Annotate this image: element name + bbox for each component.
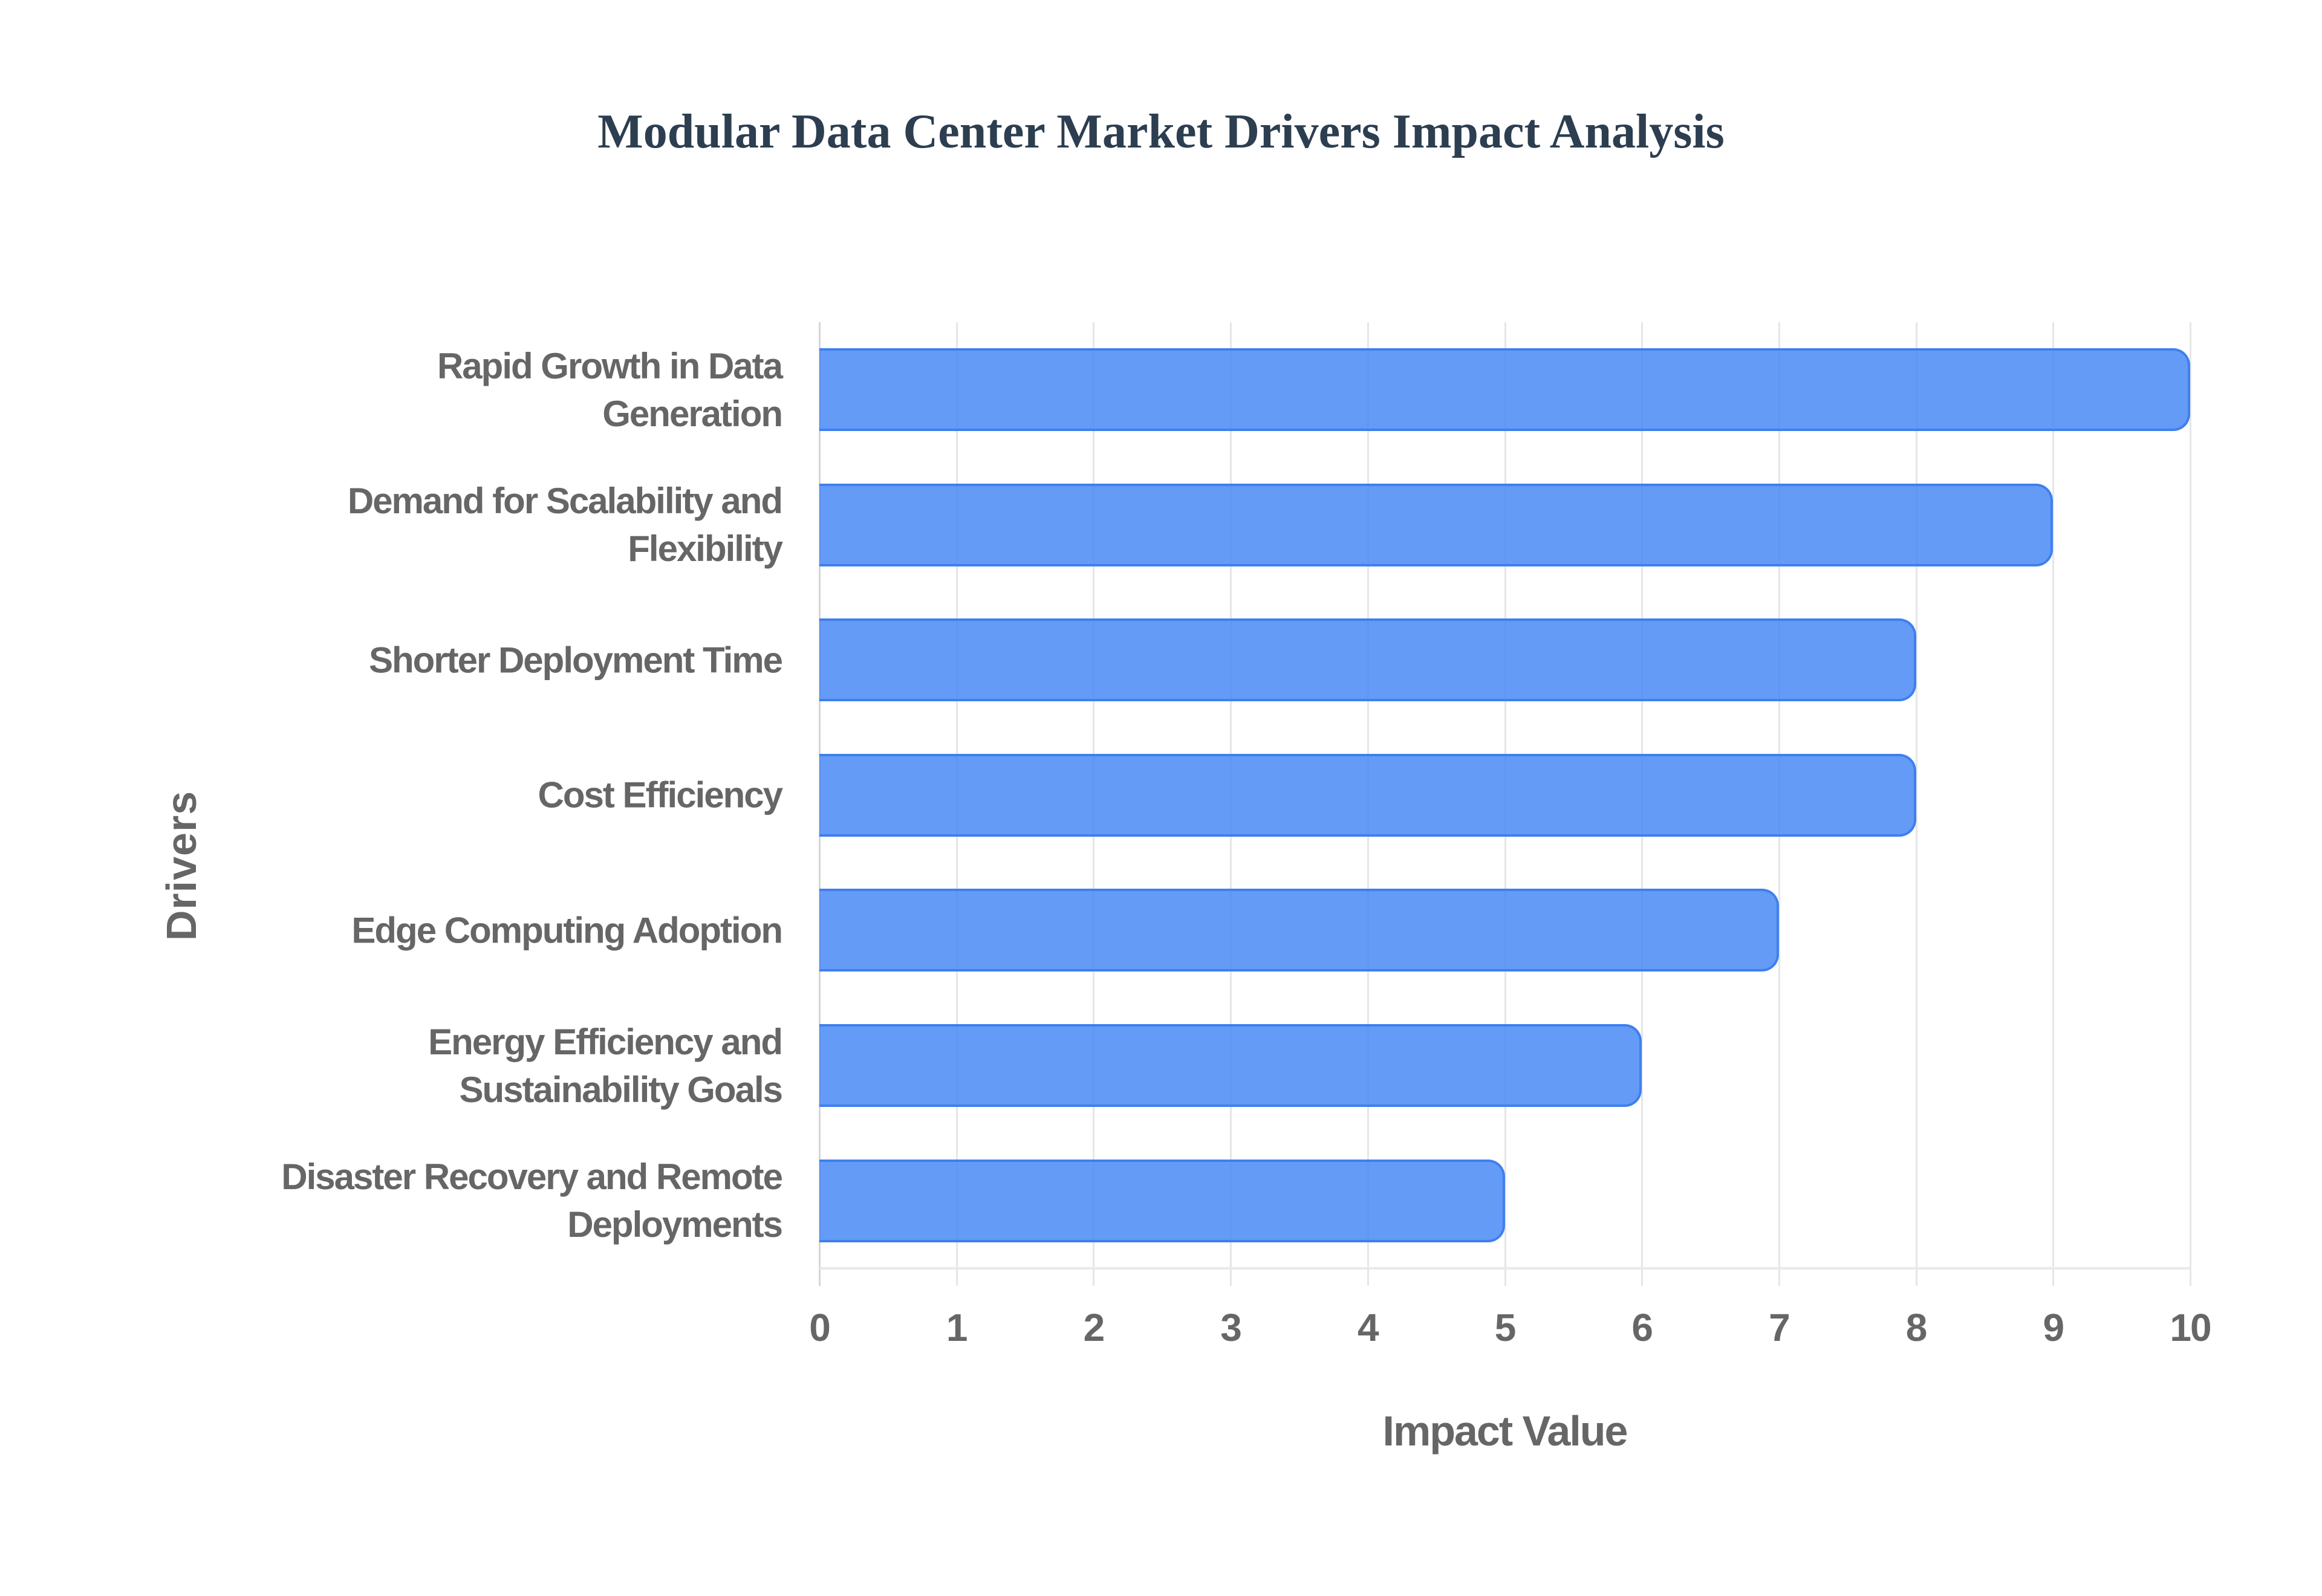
y-category-label: Shorter Deployment Time <box>117 636 783 684</box>
gridline <box>2052 322 2055 1286</box>
bar[interactable] <box>819 348 2190 431</box>
y-category-label: Energy Efficiency and Sustainability Goal… <box>117 1018 784 1114</box>
x-tick-label: 9 <box>2043 1306 2065 1349</box>
x-tick-label: 10 <box>2170 1306 2211 1349</box>
bar[interactable] <box>819 483 2054 566</box>
gridline <box>2190 322 2191 1286</box>
y-category-label-line: Disaster Recovery and Remote <box>281 1156 783 1198</box>
y-category-label-line: Edge Computing Adoption <box>351 910 783 951</box>
x-tick-label: 8 <box>1905 1306 1928 1349</box>
x-tick-label: 7 <box>1769 1306 1790 1349</box>
y-category-label-line: Flexibility <box>628 528 783 569</box>
bar[interactable] <box>819 753 1916 837</box>
bar[interactable] <box>819 889 1779 972</box>
x-tick-label: 0 <box>809 1306 831 1349</box>
x-tick-label: 1 <box>946 1306 968 1349</box>
x-tick-label: 4 <box>1358 1306 1379 1349</box>
gridline <box>1915 322 1917 1286</box>
y-category-label: Cost Efficiency <box>117 771 783 819</box>
bar[interactable] <box>819 1159 1505 1242</box>
x-tick-label: 3 <box>1220 1306 1242 1349</box>
y-category-label-line: Rapid Growth in Data <box>437 345 783 386</box>
y-axis-title: Drivers <box>158 790 205 941</box>
bar[interactable] <box>819 1024 1642 1107</box>
y-category-label-line: Sustainability Goals <box>459 1069 784 1110</box>
y-category-label-line: Cost Efficiency <box>538 774 783 816</box>
x-tick-label: 2 <box>1083 1306 1105 1349</box>
x-axis-line <box>819 1267 2190 1270</box>
bar[interactable] <box>819 618 1916 702</box>
y-category-label-line: Demand for Scalability and <box>347 481 783 522</box>
y-category-label: Edge Computing Adoption <box>117 906 783 954</box>
y-category-label-line: Generation <box>602 393 783 434</box>
y-category-label-line: Shorter Deployment Time <box>368 640 783 681</box>
plot-area <box>819 322 2191 1286</box>
x-tick-label: 6 <box>1631 1306 1653 1349</box>
y-category-label: Demand for Scalability and Flexibility <box>117 477 783 573</box>
x-axis-title: Impact Value <box>1382 1407 1628 1455</box>
y-category-label-line: Deployments <box>567 1204 783 1245</box>
chart-title: Modular Data Center Market Drivers Impac… <box>597 105 1725 158</box>
x-tick-label: 5 <box>1494 1306 1517 1349</box>
y-category-label: Rapid Growth in Data Generation <box>117 342 783 438</box>
y-category-label: Disaster Recovery and Remote Deployments <box>117 1153 783 1248</box>
y-category-label-line: Energy Efficiency and <box>428 1021 783 1062</box>
